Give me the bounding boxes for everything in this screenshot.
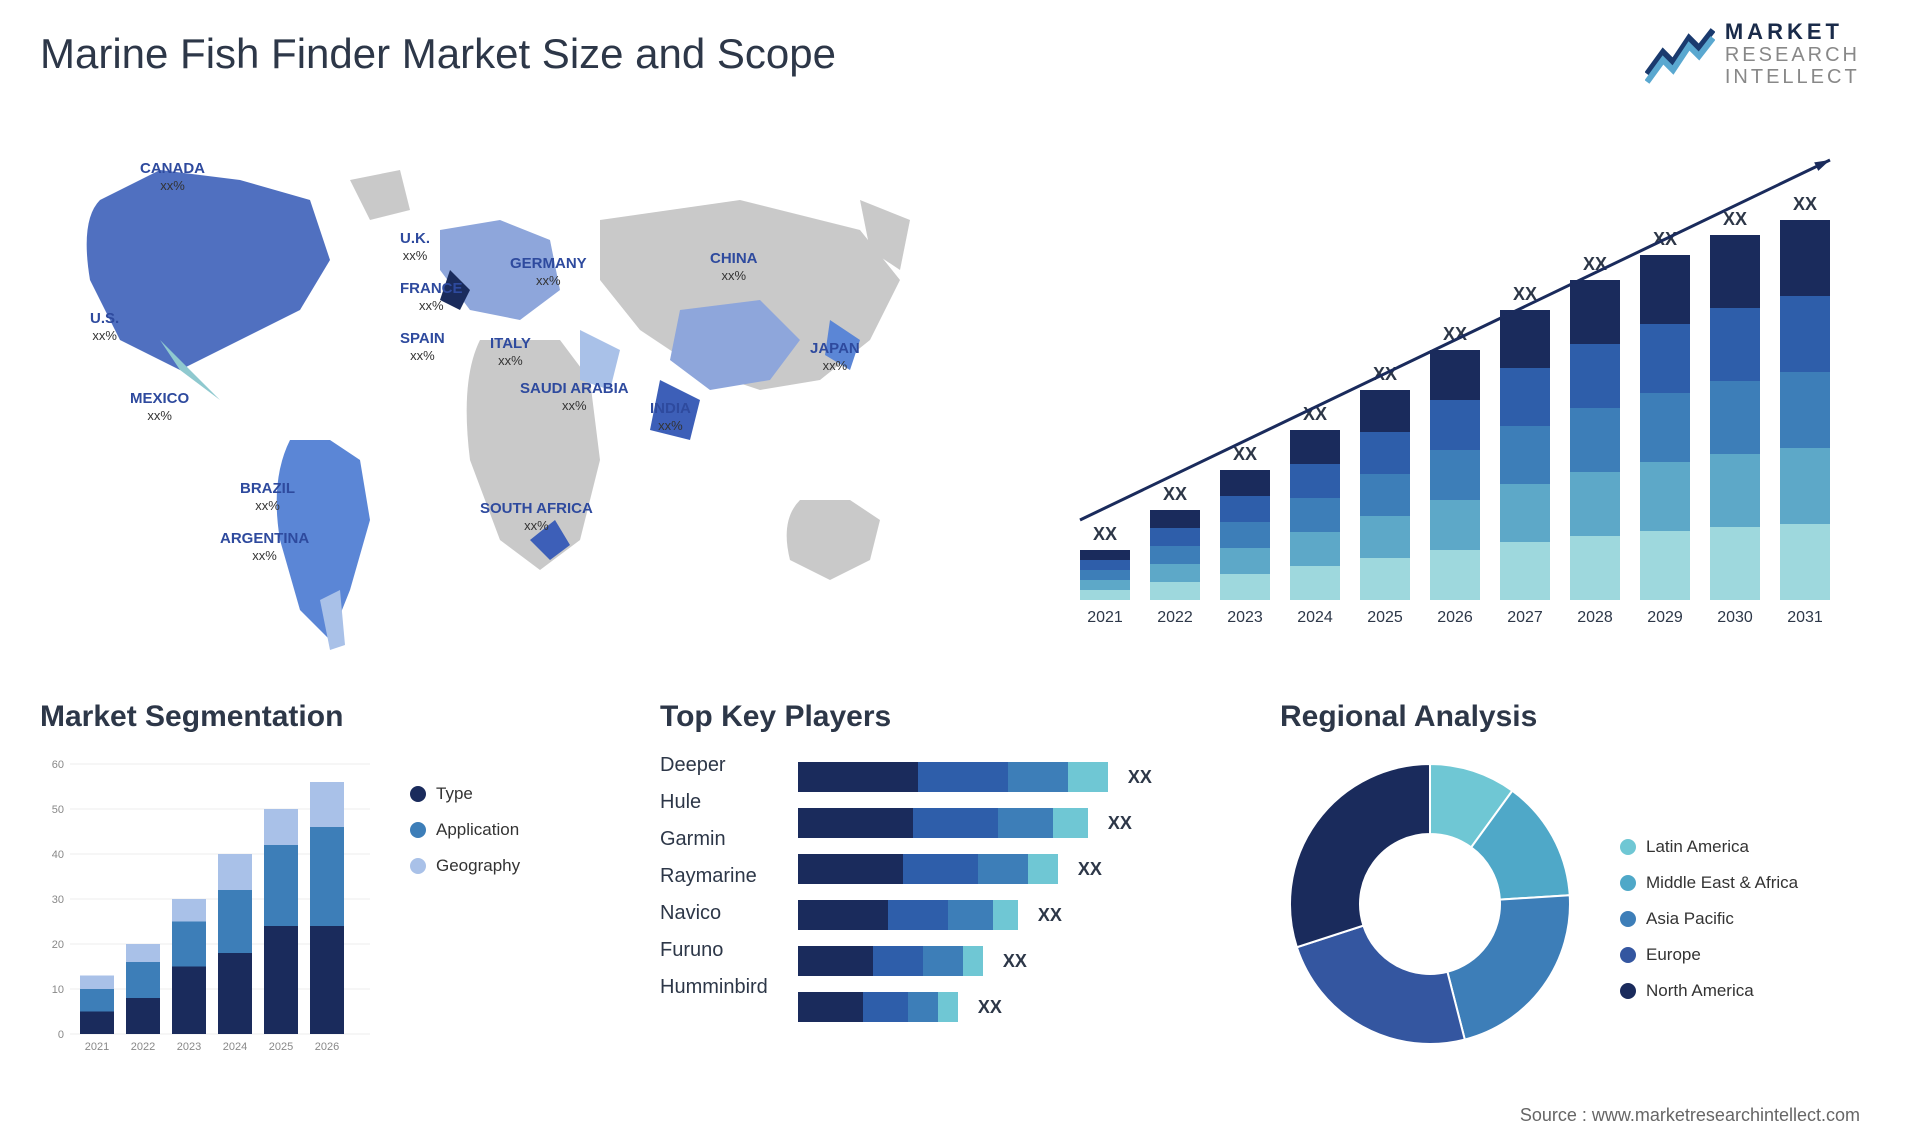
segmentation-legend: Type Application Geography bbox=[410, 754, 520, 1054]
seg-legend-type: Type bbox=[410, 784, 520, 804]
svg-text:XX: XX bbox=[1233, 444, 1257, 464]
player-value: XX bbox=[1128, 767, 1152, 788]
svg-text:XX: XX bbox=[1163, 484, 1187, 504]
player-value: XX bbox=[1038, 905, 1062, 926]
player-bar-row: XX bbox=[798, 900, 1152, 930]
player-value: XX bbox=[978, 997, 1002, 1018]
svg-text:2024: 2024 bbox=[1297, 609, 1333, 626]
player-name-garmin: Garmin bbox=[660, 828, 768, 851]
svg-text:2022: 2022 bbox=[1157, 609, 1193, 626]
map-label-brazil: BRAZILxx% bbox=[240, 480, 295, 514]
player-bar-row: XX bbox=[798, 762, 1152, 792]
svg-text:2030: 2030 bbox=[1717, 609, 1753, 626]
region-legend-latinamerica: Latin America bbox=[1620, 837, 1798, 857]
svg-text:2031: 2031 bbox=[1787, 609, 1823, 626]
region-legend-europe: Europe bbox=[1620, 945, 1798, 965]
brand-logo: MARKET RESEARCH INTELLECT bbox=[1645, 20, 1860, 88]
map-label-china: CHINAxx% bbox=[710, 250, 758, 284]
region-legend-middleeastafrica: Middle East & Africa bbox=[1620, 873, 1798, 893]
player-bar-row: XX bbox=[798, 992, 1152, 1022]
svg-text:XX: XX bbox=[1723, 209, 1747, 229]
segmentation-title: Market Segmentation bbox=[40, 700, 620, 734]
logo-text-1: MARKET bbox=[1725, 20, 1860, 44]
player-name-humminbird: Humminbird bbox=[660, 976, 768, 999]
main-title: Marine Fish Finder Market Size and Scope bbox=[40, 30, 836, 78]
svg-text:2023: 2023 bbox=[1227, 609, 1263, 626]
svg-text:2026: 2026 bbox=[315, 1041, 339, 1053]
player-name-hule: Hule bbox=[660, 791, 768, 814]
svg-text:2028: 2028 bbox=[1577, 609, 1613, 626]
regional-legend: Latin America Middle East & Africa Asia Pa… bbox=[1620, 807, 1798, 1001]
map-label-argentina: ARGENTINAxx% bbox=[220, 530, 309, 564]
svg-text:2025: 2025 bbox=[269, 1041, 293, 1053]
map-label-canada: CANADAxx% bbox=[140, 160, 205, 194]
map-label-spain: SPAINxx% bbox=[400, 330, 445, 364]
growth-chart-svg: XX2021XX2022XX2023XX2024XX2025XX2026XX20… bbox=[1060, 140, 1860, 660]
map-label-france: FRANCExx% bbox=[400, 280, 463, 314]
svg-text:2022: 2022 bbox=[131, 1041, 155, 1053]
map-label-southafrica: SOUTH AFRICAxx% bbox=[480, 500, 593, 534]
svg-text:2029: 2029 bbox=[1647, 609, 1683, 626]
map-label-japan: JAPANxx% bbox=[810, 340, 860, 374]
players-title: Top Key Players bbox=[660, 700, 1240, 734]
seg-legend-geography: Geography bbox=[410, 856, 520, 876]
svg-text:XX: XX bbox=[1793, 194, 1817, 214]
player-value: XX bbox=[1078, 859, 1102, 880]
regional-title: Regional Analysis bbox=[1280, 700, 1880, 734]
svg-text:40: 40 bbox=[52, 849, 64, 861]
seg-legend-application: Application bbox=[410, 820, 520, 840]
svg-text:2021: 2021 bbox=[1087, 609, 1123, 626]
svg-text:XX: XX bbox=[1093, 524, 1117, 544]
svg-text:2026: 2026 bbox=[1437, 609, 1473, 626]
player-bar-row: XX bbox=[798, 946, 1152, 976]
logo-text-3: INTELLECT bbox=[1725, 66, 1860, 88]
svg-text:50: 50 bbox=[52, 804, 64, 816]
players-section: Top Key Players Deeper Hule Garmin Raymarin… bbox=[660, 700, 1240, 1022]
svg-text:30: 30 bbox=[52, 894, 64, 906]
segmentation-chart: 0 10 20 30 40 50 60 2021 2022 2023 2024 2025 2026 bbox=[40, 754, 380, 1054]
svg-text:2024: 2024 bbox=[223, 1041, 247, 1053]
player-name-list: Deeper Hule Garmin Raymarine Navico Furuno Hum… bbox=[660, 754, 768, 1022]
svg-text:2027: 2027 bbox=[1507, 609, 1543, 626]
player-bar-row: XX bbox=[798, 854, 1152, 884]
region-legend-northamerica: North America bbox=[1620, 981, 1798, 1001]
growth-chart: XX2021XX2022XX2023XX2024XX2025XX2026XX20… bbox=[1060, 140, 1860, 660]
player-bars: XX XX XX XX XX XX bbox=[798, 754, 1152, 1022]
player-name-navico: Navico bbox=[660, 902, 768, 925]
regional-donut bbox=[1280, 754, 1580, 1054]
logo-text-2: RESEARCH bbox=[1725, 44, 1860, 66]
player-name-furuno: Furuno bbox=[660, 939, 768, 962]
map-label-uk: U.K.xx% bbox=[400, 230, 430, 264]
svg-text:2021: 2021 bbox=[85, 1041, 109, 1053]
map-label-germany: GERMANYxx% bbox=[510, 255, 587, 289]
svg-text:2023: 2023 bbox=[177, 1041, 201, 1053]
logo-icon bbox=[1645, 24, 1715, 84]
player-value: XX bbox=[1108, 813, 1132, 834]
player-value: XX bbox=[1003, 951, 1027, 972]
map-label-india: INDIAxx% bbox=[650, 400, 691, 434]
player-bar-row: XX bbox=[798, 808, 1152, 838]
regional-section: Regional Analysis Latin America Middle Ea… bbox=[1280, 700, 1880, 1054]
svg-text:60: 60 bbox=[52, 759, 64, 771]
player-name-raymarine: Raymarine bbox=[660, 865, 768, 888]
svg-text:20: 20 bbox=[52, 939, 64, 951]
source-attribution: Source : www.marketresearchintellect.com bbox=[1520, 1105, 1860, 1126]
segmentation-section: Market Segmentation 0 10 20 30 40 50 60 2021 202… bbox=[40, 700, 620, 1054]
svg-text:0: 0 bbox=[58, 1029, 64, 1041]
region-legend-asiapacific: Asia Pacific bbox=[1620, 909, 1798, 929]
svg-text:XX: XX bbox=[1583, 254, 1607, 274]
world-map-section: CANADAxx% U.S.xx% MEXICOxx% BRAZILxx% ARGENT… bbox=[40, 140, 940, 660]
svg-text:10: 10 bbox=[52, 984, 64, 996]
player-name-deeper: Deeper bbox=[660, 754, 768, 777]
map-label-saudiarabia: SAUDI ARABIAxx% bbox=[520, 380, 629, 414]
map-label-us: U.S.xx% bbox=[90, 310, 119, 344]
map-label-italy: ITALYxx% bbox=[490, 335, 531, 369]
map-label-mexico: MEXICOxx% bbox=[130, 390, 189, 424]
svg-text:2025: 2025 bbox=[1367, 609, 1403, 626]
